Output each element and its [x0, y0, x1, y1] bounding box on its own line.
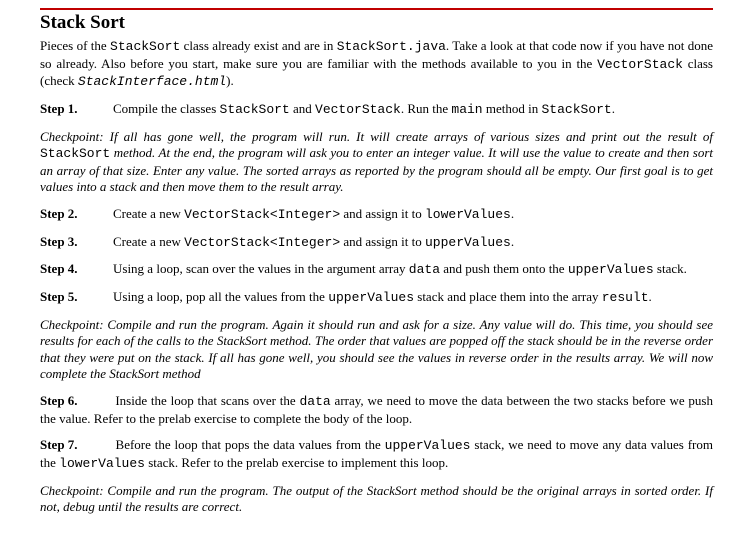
code-vectorstack-integer: VectorStack<Integer>	[184, 235, 340, 250]
step-label: Step 3.	[40, 234, 100, 251]
code-stacksort-java: StackSort.java	[337, 39, 446, 54]
text: Create a new	[113, 206, 184, 221]
checkpoint-1: Checkpoint: If all has gone well, the pr…	[40, 129, 713, 197]
text: ).	[226, 73, 234, 88]
step-label: Step 5.	[40, 289, 100, 306]
step-4: Step 4. Using a loop, scan over the valu…	[40, 261, 713, 279]
code-uppervalues: upperValues	[425, 235, 511, 250]
step-label: Step 1.	[40, 101, 100, 118]
text: stack and place them into the array	[414, 289, 602, 304]
code-uppervalues: upperValues	[385, 438, 471, 453]
step-label: Step 4.	[40, 261, 100, 278]
step-7: Step 7. Before the loop that pops the da…	[40, 437, 713, 472]
code-stacksort: StackSort	[40, 146, 110, 161]
text: and assign it to	[340, 206, 425, 221]
step-5: Step 5. Using a loop, pop all the values…	[40, 289, 713, 307]
step-label: Step 6.	[40, 393, 100, 410]
code-stacksort: StackSort	[110, 39, 180, 54]
text: .	[649, 289, 652, 304]
section-title: Stack Sort	[40, 12, 713, 34]
text: Using a loop, scan over the values in th…	[113, 261, 409, 276]
code-uppervalues: upperValues	[568, 262, 654, 277]
text: stack.	[654, 261, 687, 276]
step-6: Step 6. Inside the loop that scans over …	[40, 393, 713, 427]
code-data: data	[409, 262, 440, 277]
text: Compile the classes	[113, 101, 220, 116]
code-data: data	[300, 394, 331, 409]
text: . Run the	[401, 101, 452, 116]
step-label: Step 2.	[40, 206, 100, 223]
text: .	[612, 101, 615, 116]
red-divider	[40, 8, 713, 10]
code-result: result	[602, 290, 649, 305]
checkpoint-3: Checkpoint: Compile and run the program.…	[40, 483, 713, 516]
code-lowervalues: lowerValues	[59, 456, 145, 471]
step-2: Step 2. Create a new VectorStack<Integer…	[40, 206, 713, 224]
text: Create a new	[113, 234, 184, 249]
code-stacksort: StackSort	[541, 102, 611, 117]
step-3: Step 3. Create a new VectorStack<Integer…	[40, 234, 713, 252]
step-label: Step 7.	[40, 437, 100, 454]
text: Using a loop, pop all the values from th…	[113, 289, 328, 304]
text: method. At the end, the program will ask…	[40, 145, 713, 194]
text: Checkpoint: If all has gone well, the pr…	[40, 129, 713, 144]
text: .	[511, 206, 514, 221]
code-vectorstack: VectorStack	[315, 102, 401, 117]
text: Before the loop that pops the data value…	[116, 437, 385, 452]
text: and	[290, 101, 315, 116]
text: class already exist and are in	[180, 38, 336, 53]
text: and push them onto the	[440, 261, 568, 276]
code-stacksort: StackSort	[220, 102, 290, 117]
code-uppervalues: upperValues	[328, 290, 414, 305]
text: Pieces of the	[40, 38, 110, 53]
code-lowervalues: lowerValues	[425, 207, 511, 222]
text: Inside the loop that scans over the	[115, 393, 299, 408]
code-vectorstack-integer: VectorStack<Integer>	[184, 207, 340, 222]
code-vectorstack: VectorStack	[597, 57, 683, 72]
code-main: main	[451, 102, 482, 117]
text: method in	[483, 101, 542, 116]
step-1: Step 1. Compile the classes StackSort an…	[40, 101, 713, 119]
text: and assign it to	[340, 234, 425, 249]
intro-paragraph: Pieces of the StackSort class already ex…	[40, 38, 713, 91]
checkpoint-2: Checkpoint: Compile and run the program.…	[40, 317, 713, 384]
page-container: Stack Sort Pieces of the StackSort class…	[0, 0, 753, 538]
code-stackinterface-html: StackInterface.html	[78, 74, 226, 89]
text: stack. Refer to the prelab exercise to i…	[145, 455, 448, 470]
text: .	[511, 234, 514, 249]
